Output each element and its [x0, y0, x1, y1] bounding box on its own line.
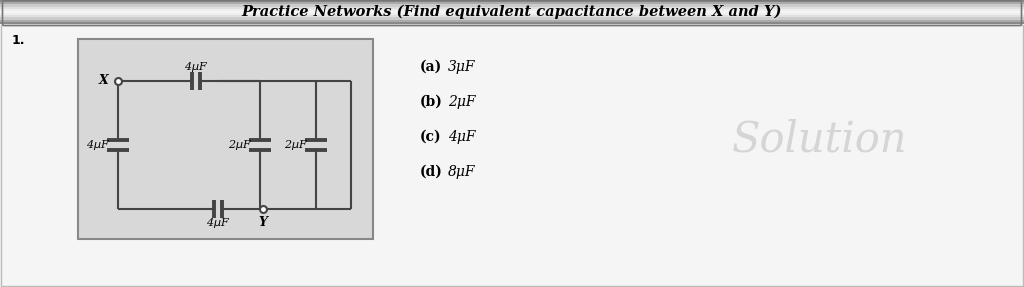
Text: (d): (d) — [420, 165, 442, 179]
Bar — [0, 17, 1024, 20]
Text: 4$\mu$F: 4$\mu$F — [86, 138, 111, 152]
Text: 3μF: 3μF — [449, 60, 475, 74]
Text: 1.: 1. — [12, 34, 26, 47]
Bar — [0, 19, 1024, 22]
Bar — [0, 2, 1024, 4]
Text: (b): (b) — [420, 95, 442, 109]
Bar — [0, 6, 1024, 9]
Bar — [0, 8, 1024, 11]
Text: 4$\mu$F: 4$\mu$F — [206, 216, 230, 230]
Text: 4μF: 4μF — [449, 130, 475, 144]
Bar — [0, 13, 1024, 15]
Bar — [78, 39, 373, 239]
Text: Y: Y — [259, 216, 267, 228]
Bar — [0, 10, 1024, 13]
Text: Solution: Solution — [732, 118, 907, 160]
Text: Practice Networks (Find equivalent capacitance between X and Y): Practice Networks (Find equivalent capac… — [242, 5, 782, 19]
Text: 2$\mu$F: 2$\mu$F — [228, 138, 252, 152]
Bar — [0, 15, 1024, 18]
Text: (a): (a) — [420, 60, 442, 74]
Text: 2μF: 2μF — [449, 95, 475, 109]
Text: X: X — [99, 73, 109, 86]
Bar — [0, 21, 1024, 24]
Text: 4$\mu$F: 4$\mu$F — [184, 60, 208, 74]
Text: 8μF: 8μF — [449, 165, 475, 179]
Text: (c): (c) — [420, 130, 441, 144]
Bar — [0, 0, 1024, 2]
Bar — [0, 4, 1024, 7]
Text: 2$\mu$F: 2$\mu$F — [284, 138, 308, 152]
